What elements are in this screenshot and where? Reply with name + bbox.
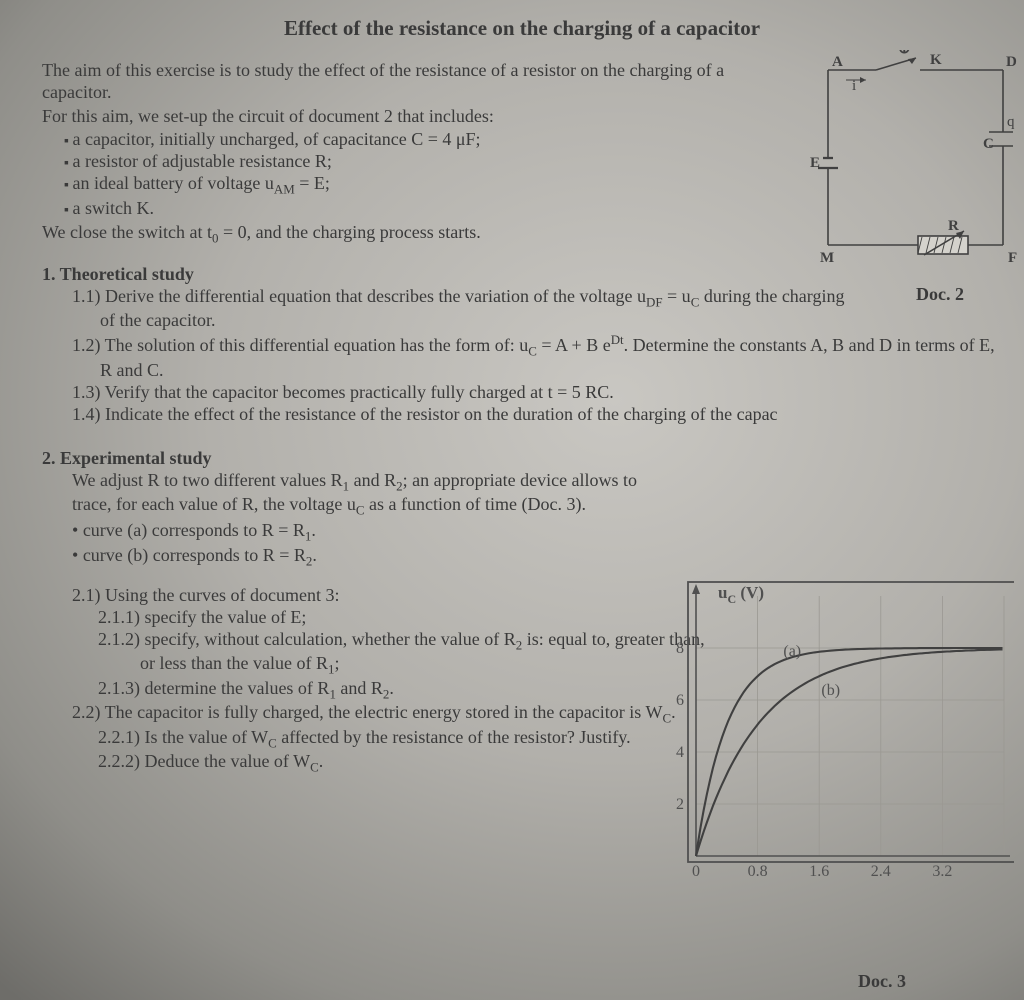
q-1-3: 1.3) Verify that the capacitor becomes p… <box>72 382 1002 404</box>
svg-text:uC (V): uC (V) <box>718 583 764 606</box>
svg-text:6: 6 <box>676 692 684 709</box>
svg-text:0: 0 <box>692 863 700 880</box>
bullet-capacitor: a capacitor, initially uncharged, of cap… <box>64 129 792 151</box>
svg-text:q: q <box>1007 114 1015 130</box>
q-2-1-2: 2.1.2) specify, without calculation, whe… <box>98 629 720 678</box>
svg-text:R: R <box>948 218 959 234</box>
svg-text:8: 8 <box>676 640 684 657</box>
svg-text:1.6: 1.6 <box>809 863 829 880</box>
doc2-caption: Doc. 2 <box>916 284 964 305</box>
curve-b-note: curve (b) corresponds to R = R2. <box>72 545 1002 569</box>
svg-text:0.8: 0.8 <box>748 863 768 880</box>
svg-text:(b): (b) <box>821 682 840 699</box>
bullet-resistor: a resistor of adjustable resistance R; <box>64 151 792 173</box>
doc3-caption: Doc. 3 <box>858 971 906 992</box>
bullet-switch: a switch K. <box>64 198 792 220</box>
svg-text:4: 4 <box>676 744 684 761</box>
svg-text:D: D <box>1006 54 1017 70</box>
svg-text:(a): (a) <box>783 643 801 660</box>
svg-text:A: A <box>832 54 843 70</box>
svg-text:K: K <box>930 52 942 68</box>
q-1-2: 1.2) The solution of this differential e… <box>72 332 1002 381</box>
svg-text:C: C <box>983 136 994 152</box>
page-title: Effect of the resistance on the charging… <box>42 16 1002 42</box>
section-2-head: 2. Experimental study <box>42 448 1002 470</box>
graph-doc3: 2 4 6 8 0 0.8 1.6 2.4 3.2 uC (V) (a) (b) <box>654 568 1014 898</box>
svg-text:F: F <box>1008 250 1017 266</box>
svg-text:2: 2 <box>676 796 684 813</box>
q-2-2: 2.2) The capacitor is fully charged, the… <box>72 702 700 726</box>
svg-text:⊕: ⊕ <box>898 50 911 57</box>
circuit-diagram: A ⊕ K Di EqC M R F <box>808 50 1018 280</box>
q-1-4: 1.4) Indicate the effect of the resistan… <box>72 404 1002 426</box>
intro-setup: For this aim, we set-up the circuit of d… <box>42 106 792 128</box>
svg-text:E: E <box>810 155 820 171</box>
curve-a-note: curve (a) corresponds to R = R1. <box>72 520 1002 544</box>
intro-aim: The aim of this exercise is to study the… <box>42 60 792 104</box>
svg-text:M: M <box>820 250 834 266</box>
svg-text:3.2: 3.2 <box>932 863 952 880</box>
q-1-1: 1.1) Derive the differential equation th… <box>72 286 860 332</box>
close-switch: We close the switch at t0 = 0, and the c… <box>42 222 792 246</box>
svg-text:i: i <box>852 78 856 94</box>
bullet-battery: an ideal battery of voltage uAM = E; <box>64 173 792 197</box>
section-2-intro: We adjust R to two different values R1 a… <box>72 470 662 519</box>
svg-text:2.4: 2.4 <box>871 863 891 880</box>
